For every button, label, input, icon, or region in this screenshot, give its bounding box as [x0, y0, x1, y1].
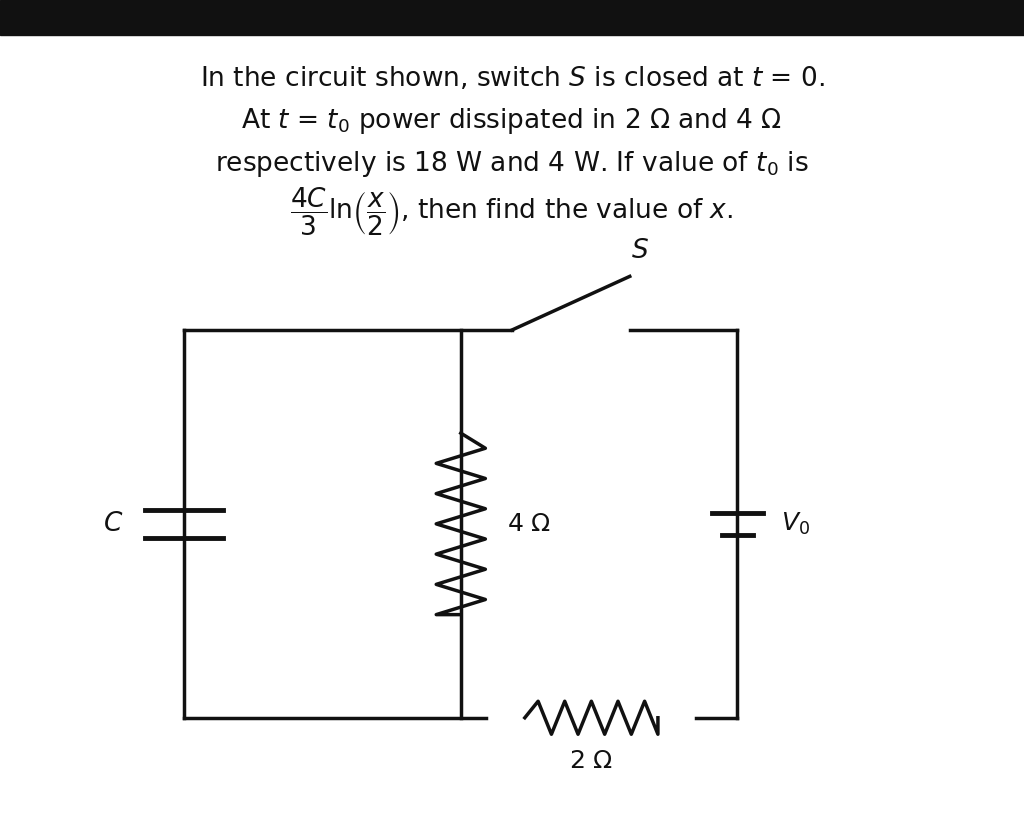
Text: respectively is 18 W and 4 W. If value of $t_0$ is: respectively is 18 W and 4 W. If value o… — [215, 149, 809, 179]
Text: In the circuit shown, switch $S$ is closed at $t$ = 0.: In the circuit shown, switch $S$ is clos… — [200, 65, 824, 92]
Text: 4 $\Omega$: 4 $\Omega$ — [507, 512, 551, 536]
Text: $C$: $C$ — [102, 511, 123, 537]
Text: $V_0$: $V_0$ — [781, 511, 810, 537]
Text: 2 $\Omega$: 2 $\Omega$ — [569, 749, 613, 773]
Text: $S$: $S$ — [631, 238, 649, 264]
Text: $\dfrac{4C}{3}\ln\!\left(\dfrac{x}{2}\right)$, then find the value of $x$.: $\dfrac{4C}{3}\ln\!\left(\dfrac{x}{2}\ri… — [291, 186, 733, 238]
Text: At $t$ = $t_0$ power dissipated in 2 $\Omega$ and 4 $\Omega$: At $t$ = $t_0$ power dissipated in 2 $\O… — [242, 106, 782, 136]
Bar — [0, 0, 1024, 35]
